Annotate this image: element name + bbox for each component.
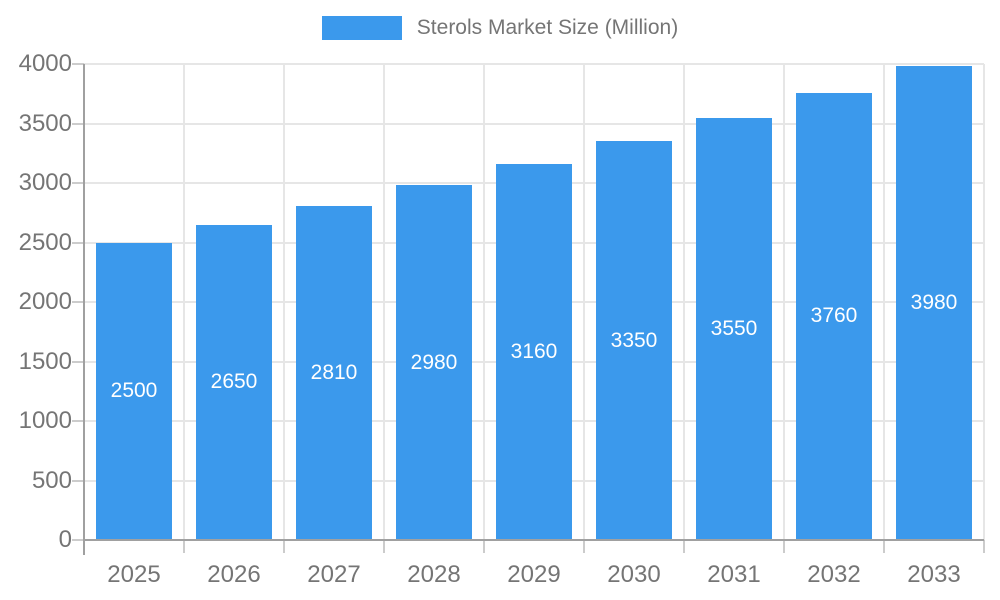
gridline-vertical [983, 64, 985, 540]
bar-value-label: 3160 [510, 339, 558, 363]
bar[interactable]: 2500 [96, 242, 172, 540]
y-axis-label: 3000 [18, 169, 72, 196]
bar[interactable]: 3550 [696, 117, 772, 540]
x-axis-label: 2028 [407, 561, 461, 588]
gridline-vertical [583, 64, 585, 540]
x-axis-label: 2031 [707, 561, 761, 588]
gridline-horizontal [84, 122, 984, 125]
x-axis-tick [883, 540, 885, 553]
x-axis-label: 2027 [307, 561, 361, 588]
x-axis-tick [983, 540, 985, 553]
y-axis-tick [72, 182, 84, 184]
gridline-vertical [283, 64, 285, 540]
plot-area: 2500 2650 2810 2980 3160 3350 3550 3760 3980 0 50… [19, 52, 985, 588]
x-axis-tick [183, 540, 185, 553]
bar-value-label: 2650 [210, 370, 258, 394]
y-axis-line [83, 64, 85, 555]
y-axis-tick [72, 301, 84, 303]
x-axis-label: 2032 [807, 561, 861, 588]
bar[interactable]: 2650 [196, 224, 272, 540]
bar-value-label: 3760 [810, 304, 858, 328]
gridline-horizontal [84, 63, 984, 65]
bar-value-label: 2980 [410, 350, 458, 374]
x-axis-label: 2029 [507, 561, 561, 588]
y-axis-label: 0 [58, 526, 72, 553]
y-axis-label: 4000 [18, 50, 72, 77]
bar-value-label: 2500 [110, 379, 158, 403]
y-axis-label: 2000 [18, 288, 72, 315]
bar[interactable]: 3350 [596, 141, 672, 540]
gridline-vertical [183, 64, 185, 540]
bar-value-label: 3980 [910, 291, 958, 315]
bar[interactable]: 3760 [796, 92, 872, 540]
y-axis-tick [72, 539, 84, 541]
gridline-vertical [883, 64, 885, 540]
x-axis-tick [783, 540, 785, 553]
gridline-vertical [783, 64, 785, 540]
y-axis-tick [72, 479, 84, 482]
y-axis-tick [72, 241, 84, 244]
y-axis-label: 1000 [18, 407, 72, 434]
x-axis-label: 2025 [107, 561, 161, 588]
legend-swatch [321, 16, 402, 40]
y-axis-label: 500 [31, 466, 72, 494]
x-axis-line [84, 539, 984, 541]
x-axis-label: 2026 [207, 561, 261, 588]
y-axis-label: 2500 [18, 228, 72, 256]
x-axis-tick [283, 540, 285, 553]
y-axis-tick [72, 122, 84, 125]
x-axis-label: 2030 [607, 561, 661, 588]
bar-value-label: 2810 [310, 360, 358, 384]
x-axis-tick [583, 540, 585, 553]
x-axis-tick [683, 540, 685, 553]
legend-item[interactable]: Sterols Market Size (Million) [0, 16, 1000, 40]
bar-value-label: 3550 [710, 316, 758, 340]
bar[interactable]: 3980 [896, 66, 972, 540]
bar-value-label: 3350 [610, 328, 658, 352]
legend-label: Sterols Market Size (Million) [416, 16, 679, 39]
y-axis-tick [72, 63, 84, 65]
gridline-vertical [483, 64, 485, 540]
x-axis-label: 2033 [907, 561, 961, 588]
y-axis-label: 3500 [18, 109, 72, 137]
x-axis-tick [383, 540, 385, 553]
y-axis-tick [72, 420, 84, 422]
y-axis-label: 1500 [18, 347, 72, 375]
gridline-vertical [383, 64, 385, 540]
gridline-vertical [683, 64, 685, 540]
bar[interactable]: 3160 [496, 163, 572, 540]
x-axis-tick [483, 540, 485, 553]
bar[interactable]: 2980 [396, 185, 472, 540]
bar[interactable]: 2810 [296, 205, 372, 540]
y-axis-tick [72, 360, 84, 363]
